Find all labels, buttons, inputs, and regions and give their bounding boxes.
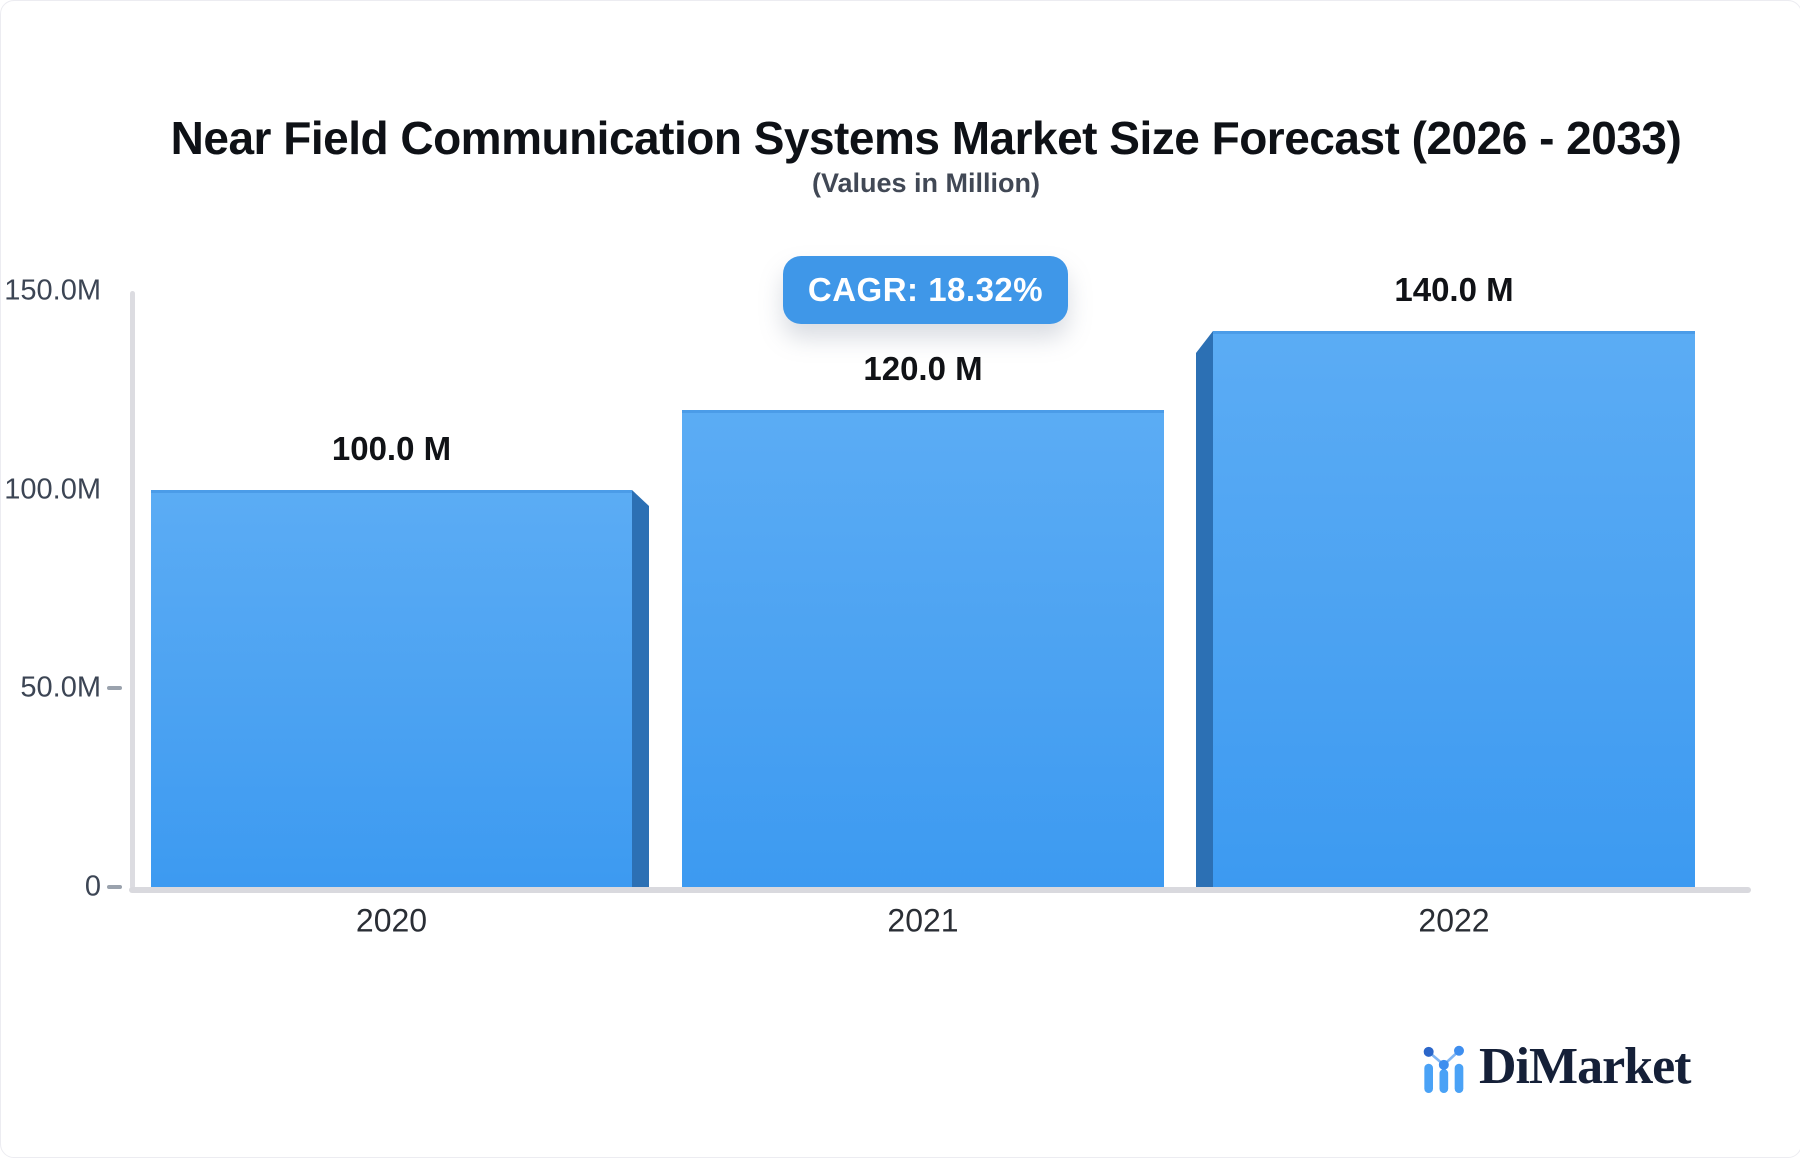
x-axis-label: 2020: [355, 902, 428, 939]
bar-value-label: 140.0 M: [1394, 271, 1514, 308]
bar: [151, 490, 632, 889]
y-axis-label: 100.0M: [4, 473, 101, 506]
y-axis-label: 0: [84, 870, 101, 903]
cagr-badge-label: CAGR: 18.32%: [807, 271, 1044, 308]
logo-text: DiMarket: [1479, 1038, 1691, 1095]
bar-side-face: [1196, 331, 1213, 889]
x-axis-label: 2021: [887, 902, 959, 939]
bar-value-label: 120.0 M: [863, 350, 983, 387]
bar-side-face: [632, 490, 649, 889]
y-axis-tick: [107, 885, 122, 889]
x-axis-line: [129, 887, 1751, 893]
brand-logo: DiMarket: [1422, 1038, 1691, 1095]
bar: [682, 410, 1164, 889]
y-axis-tick: [107, 686, 122, 690]
chart-subtitle: (Values in Million): [811, 168, 1041, 198]
logo-chart-icon: [1423, 1045, 1464, 1093]
y-axis-label: 50.0M: [20, 671, 101, 704]
bar-value-label: 100.0 M: [331, 430, 452, 467]
y-axis-label: 150.0M: [4, 274, 101, 307]
cagr-badge: CAGR: 18.32%: [783, 256, 1068, 324]
chart-title: Near Field Communication Systems Market …: [170, 112, 1682, 164]
bar: [1213, 331, 1695, 889]
x-axis-label: 2022: [1418, 902, 1490, 939]
y-axis-line: [130, 291, 135, 889]
